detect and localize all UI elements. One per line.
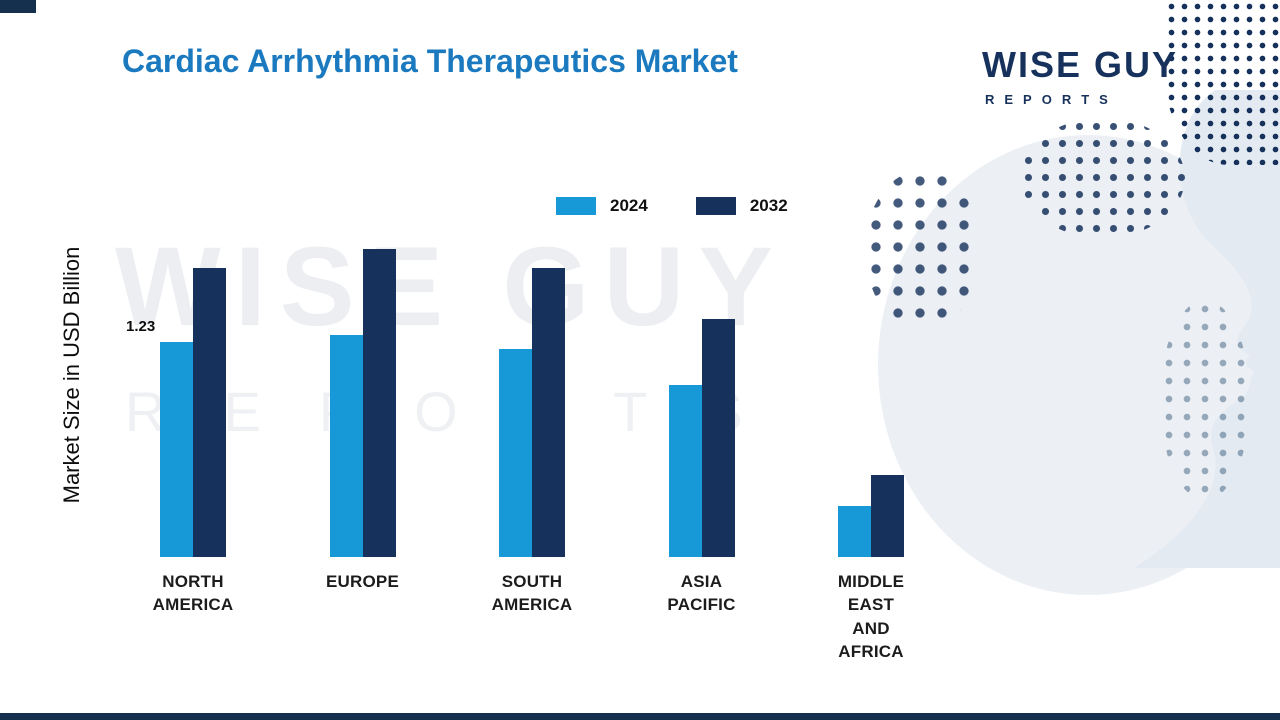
category-label-line: EUROPE (326, 572, 399, 591)
legend-swatch (556, 197, 596, 215)
bar-2024: 1.23 (126, 318, 193, 557)
bar-group: MIDDLE EAST AND AFRICA (796, 207, 946, 664)
y-axis-label: Market Size in USD Billion (59, 246, 84, 504)
category-label-line: SOUTH (501, 572, 563, 591)
legend-item-2032: 2032 (695, 196, 788, 216)
bar-2024 (499, 349, 532, 557)
brand-logo: WISE GUY REPORTS (982, 44, 1178, 107)
category-label-line: PACIFIC (667, 595, 736, 615)
bar-2024 (838, 506, 871, 557)
corner-accent-bar (0, 0, 36, 13)
category-label-line: NORTH (162, 572, 224, 591)
bar-group: SOUTH AMERICA (457, 207, 607, 617)
legend-item-2024: 2024 (556, 196, 648, 216)
category-label-line: ASIA (680, 572, 723, 591)
bar-2032 (871, 475, 904, 557)
category-label-line: AND (852, 618, 890, 638)
halftone-dots-icon (865, 170, 980, 330)
halftone-dots-icon (1020, 118, 1185, 238)
halftone-dots-icon (1165, 0, 1280, 165)
bar-2032 (532, 268, 565, 557)
category-label-line: AMERICA (152, 595, 234, 615)
category-label: MIDDLE EAST AND AFRICA (838, 570, 904, 664)
category-label-line: AMERICA (491, 595, 573, 615)
bar-2024 (329, 335, 363, 557)
category-label-line: EAST (847, 595, 895, 615)
category-label-line: AFRICA (838, 642, 904, 662)
legend-label: 2024 (610, 196, 648, 215)
bar-2032 (193, 268, 226, 557)
category-label: SOUTH AMERICA (492, 570, 573, 617)
legend: 2024 2032 (556, 196, 788, 216)
category-label: EUROPE (326, 570, 399, 593)
legend-label: 2032 (749, 196, 788, 215)
bar-group: 1.23 NORTH AMERICA (118, 207, 268, 617)
bar-2032 (701, 319, 735, 557)
bars (329, 207, 396, 557)
page-title: Cardiac Arrhythmia Therapeutics Market (122, 43, 738, 79)
bar-group: EUROPE (288, 207, 438, 593)
bottom-accent-bar (0, 713, 1280, 720)
bar-chart: 1.23 NORTH AMERICA EUROPE SOUTH AMERICA ASIA PA… (118, 207, 946, 664)
bar-2032 (362, 249, 396, 557)
category-label: ASIA PACIFIC (667, 570, 735, 617)
brand-subtitle: REPORTS (985, 92, 1118, 107)
bars (838, 207, 904, 557)
halftone-dots-icon (1160, 300, 1250, 500)
legend-swatch (695, 197, 736, 215)
category-label-line: MIDDLE (837, 572, 905, 591)
brand-name: WISE GUY (982, 44, 1179, 85)
watermark: WISE GUY REPORTS (115, 222, 801, 444)
bar-groups: 1.23 NORTH AMERICA EUROPE SOUTH AMERICA ASIA PA… (118, 207, 946, 664)
bar-group: ASIA PACIFIC (627, 207, 777, 617)
category-label: NORTH AMERICA (153, 570, 234, 617)
bars (668, 207, 735, 557)
bars (499, 207, 565, 557)
bar-value-label: 1.23 (126, 318, 156, 335)
bar-2024 (668, 385, 702, 557)
watermark-subtitle: REPORTS (125, 380, 801, 443)
bars: 1.23 (126, 207, 226, 557)
